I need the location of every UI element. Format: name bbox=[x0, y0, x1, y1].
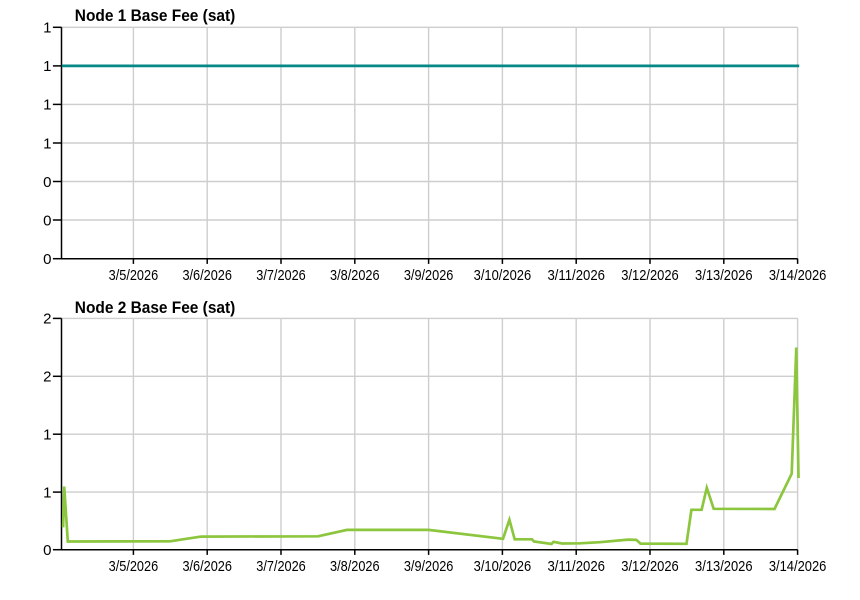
svg-text:1: 1 bbox=[43, 97, 51, 114]
svg-text:3/8/2026: 3/8/2026 bbox=[330, 558, 380, 575]
svg-text:3/12/2026: 3/12/2026 bbox=[621, 558, 679, 575]
svg-text:3/13/2026: 3/13/2026 bbox=[695, 558, 753, 575]
svg-text:3/12/2026: 3/12/2026 bbox=[621, 267, 679, 284]
svg-text:0: 0 bbox=[43, 251, 51, 268]
svg-text:0: 0 bbox=[43, 174, 51, 191]
svg-text:3/7/2026: 3/7/2026 bbox=[256, 267, 306, 284]
svg-text:1: 1 bbox=[43, 58, 51, 75]
svg-text:3/8/2026: 3/8/2026 bbox=[330, 267, 380, 284]
svg-text:1: 1 bbox=[43, 484, 51, 501]
svg-text:1: 1 bbox=[43, 135, 51, 152]
svg-text:1: 1 bbox=[43, 427, 51, 444]
svg-text:3/7/2026: 3/7/2026 bbox=[256, 558, 306, 575]
svg-text:3/9/2026: 3/9/2026 bbox=[404, 267, 454, 284]
svg-text:Node 2 Base Fee (sat): Node 2 Base Fee (sat) bbox=[75, 299, 236, 317]
svg-text:0: 0 bbox=[43, 212, 51, 229]
svg-text:3/9/2026: 3/9/2026 bbox=[404, 558, 454, 575]
svg-text:3/10/2026: 3/10/2026 bbox=[474, 558, 532, 575]
svg-text:2: 2 bbox=[43, 311, 51, 328]
svg-text:0: 0 bbox=[43, 542, 51, 559]
svg-text:3/5/2026: 3/5/2026 bbox=[109, 267, 159, 284]
svg-text:3/14/2026: 3/14/2026 bbox=[769, 558, 827, 575]
svg-text:1: 1 bbox=[43, 20, 51, 37]
svg-text:3/5/2026: 3/5/2026 bbox=[109, 558, 159, 575]
svg-text:3/6/2026: 3/6/2026 bbox=[182, 558, 232, 575]
svg-text:3/13/2026: 3/13/2026 bbox=[695, 267, 753, 284]
svg-text:3/10/2026: 3/10/2026 bbox=[474, 267, 532, 284]
svg-text:Node 1 Base Fee (sat): Node 1 Base Fee (sat) bbox=[75, 7, 236, 25]
svg-text:3/6/2026: 3/6/2026 bbox=[182, 267, 232, 284]
svg-text:3/11/2026: 3/11/2026 bbox=[547, 558, 605, 575]
svg-text:3/14/2026: 3/14/2026 bbox=[769, 267, 827, 284]
svg-text:2: 2 bbox=[43, 369, 51, 386]
svg-text:3/11/2026: 3/11/2026 bbox=[547, 267, 605, 284]
